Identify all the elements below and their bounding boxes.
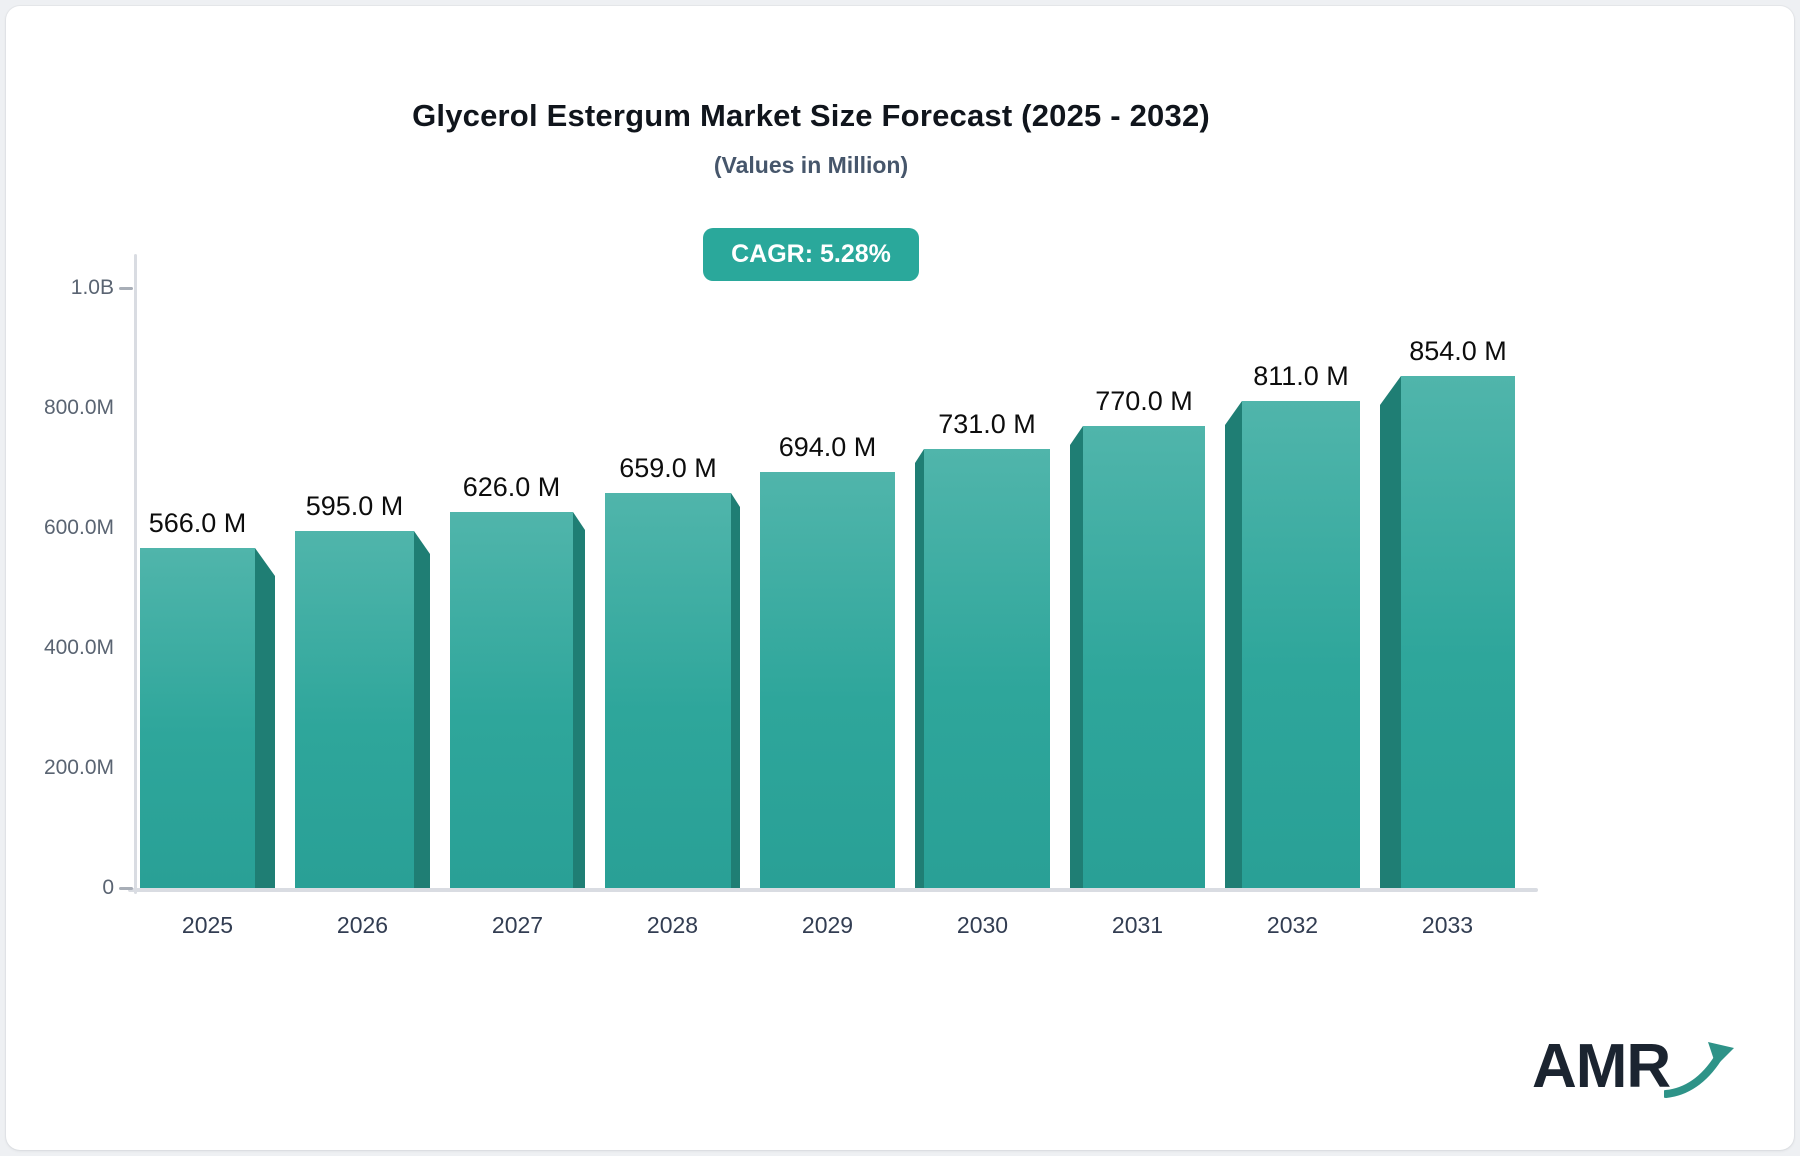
y-tick-label: 0 xyxy=(102,876,114,899)
bar-face[interactable] xyxy=(140,548,255,888)
y-tick-label: 200.0M xyxy=(43,756,114,779)
bar-face[interactable] xyxy=(295,531,414,888)
amr-logo: AMR xyxy=(1532,1036,1736,1100)
bar-value-label: 731.0 M xyxy=(938,409,1036,439)
bar-2031[interactable]: 770.0 M xyxy=(1070,386,1205,888)
y-tick-label: 1.0B xyxy=(70,276,114,299)
cagr-badge-row: CAGR: 5.28% xyxy=(6,228,1616,281)
bar-side-face xyxy=(731,493,740,888)
bar-side-face xyxy=(1225,401,1242,888)
bar-face[interactable] xyxy=(1401,376,1515,888)
chart-title: Glycerol Estergum Market Size Forecast (… xyxy=(412,98,1210,133)
x-tick-label: 2031 xyxy=(1111,912,1164,938)
bar-value-label: 626.0 M xyxy=(462,472,561,502)
bar-value-label: 770.0 M xyxy=(1095,386,1193,416)
x-tick-label: 2032 xyxy=(1266,912,1319,938)
bar-value-label: 659.0 M xyxy=(619,453,717,483)
bar-side-face xyxy=(573,512,585,888)
bar-value-label: 811.0 M xyxy=(1253,361,1349,391)
chart-subtitle: (Values in Million) xyxy=(713,152,909,178)
bar-value-label: 854.0 M xyxy=(1409,336,1507,366)
bar-2026[interactable]: 595.0 M xyxy=(295,491,430,888)
y-tick-dash xyxy=(119,287,133,290)
bar-side-face xyxy=(1380,376,1401,888)
x-tick-label: 2029 xyxy=(801,912,854,938)
y-tick-label: 600.0M xyxy=(43,516,114,539)
bar-face[interactable] xyxy=(450,512,573,888)
y-tick-label: 800.0M xyxy=(43,396,114,419)
x-tick-label: 2025 xyxy=(181,912,234,938)
bar-2029[interactable]: 694.0 M xyxy=(760,432,895,888)
chart-card: Glycerol Estergum Market Size Forecast (… xyxy=(6,6,1794,1150)
bar-face[interactable] xyxy=(760,472,895,888)
bar-2028[interactable]: 659.0 M xyxy=(605,453,740,888)
bar-side-face xyxy=(1070,426,1083,888)
bar-value-label: 595.0 M xyxy=(305,491,404,521)
bar-2033[interactable]: 854.0 M xyxy=(1380,336,1515,888)
bar-2025[interactable]: 566.0 M xyxy=(140,508,275,888)
x-tick-label: 2030 xyxy=(956,912,1009,938)
x-tick-label: 2033 xyxy=(1421,912,1474,938)
bar-2032[interactable]: 811.0 M xyxy=(1225,361,1360,888)
bar-face[interactable] xyxy=(1242,401,1360,888)
cagr-badge: CAGR: 5.28% xyxy=(703,228,919,281)
bar-side-face xyxy=(414,531,430,888)
bar-face[interactable] xyxy=(605,493,731,888)
bar-2030[interactable]: 731.0 M xyxy=(915,409,1050,888)
bar-side-face xyxy=(915,449,924,888)
x-tick-label: 2028 xyxy=(646,912,699,938)
y-tick-dash xyxy=(119,887,133,890)
y-tick-label: 400.0M xyxy=(43,636,114,659)
x-axis-baseline xyxy=(128,888,1538,892)
bar-value-label: 566.0 M xyxy=(148,508,247,538)
bar-face[interactable] xyxy=(1083,426,1205,888)
x-tick-label: 2027 xyxy=(491,912,544,938)
y-axis-line xyxy=(134,254,137,894)
bar-value-label: 694.0 M xyxy=(778,432,877,462)
bar-face[interactable] xyxy=(924,449,1050,888)
growth-arrow-icon xyxy=(1664,1042,1735,1098)
bar-2027[interactable]: 626.0 M xyxy=(450,472,585,888)
bar-side-face xyxy=(255,548,275,888)
x-tick-label: 2026 xyxy=(336,912,389,938)
amr-logo-text: AMR xyxy=(1532,1032,1671,1101)
